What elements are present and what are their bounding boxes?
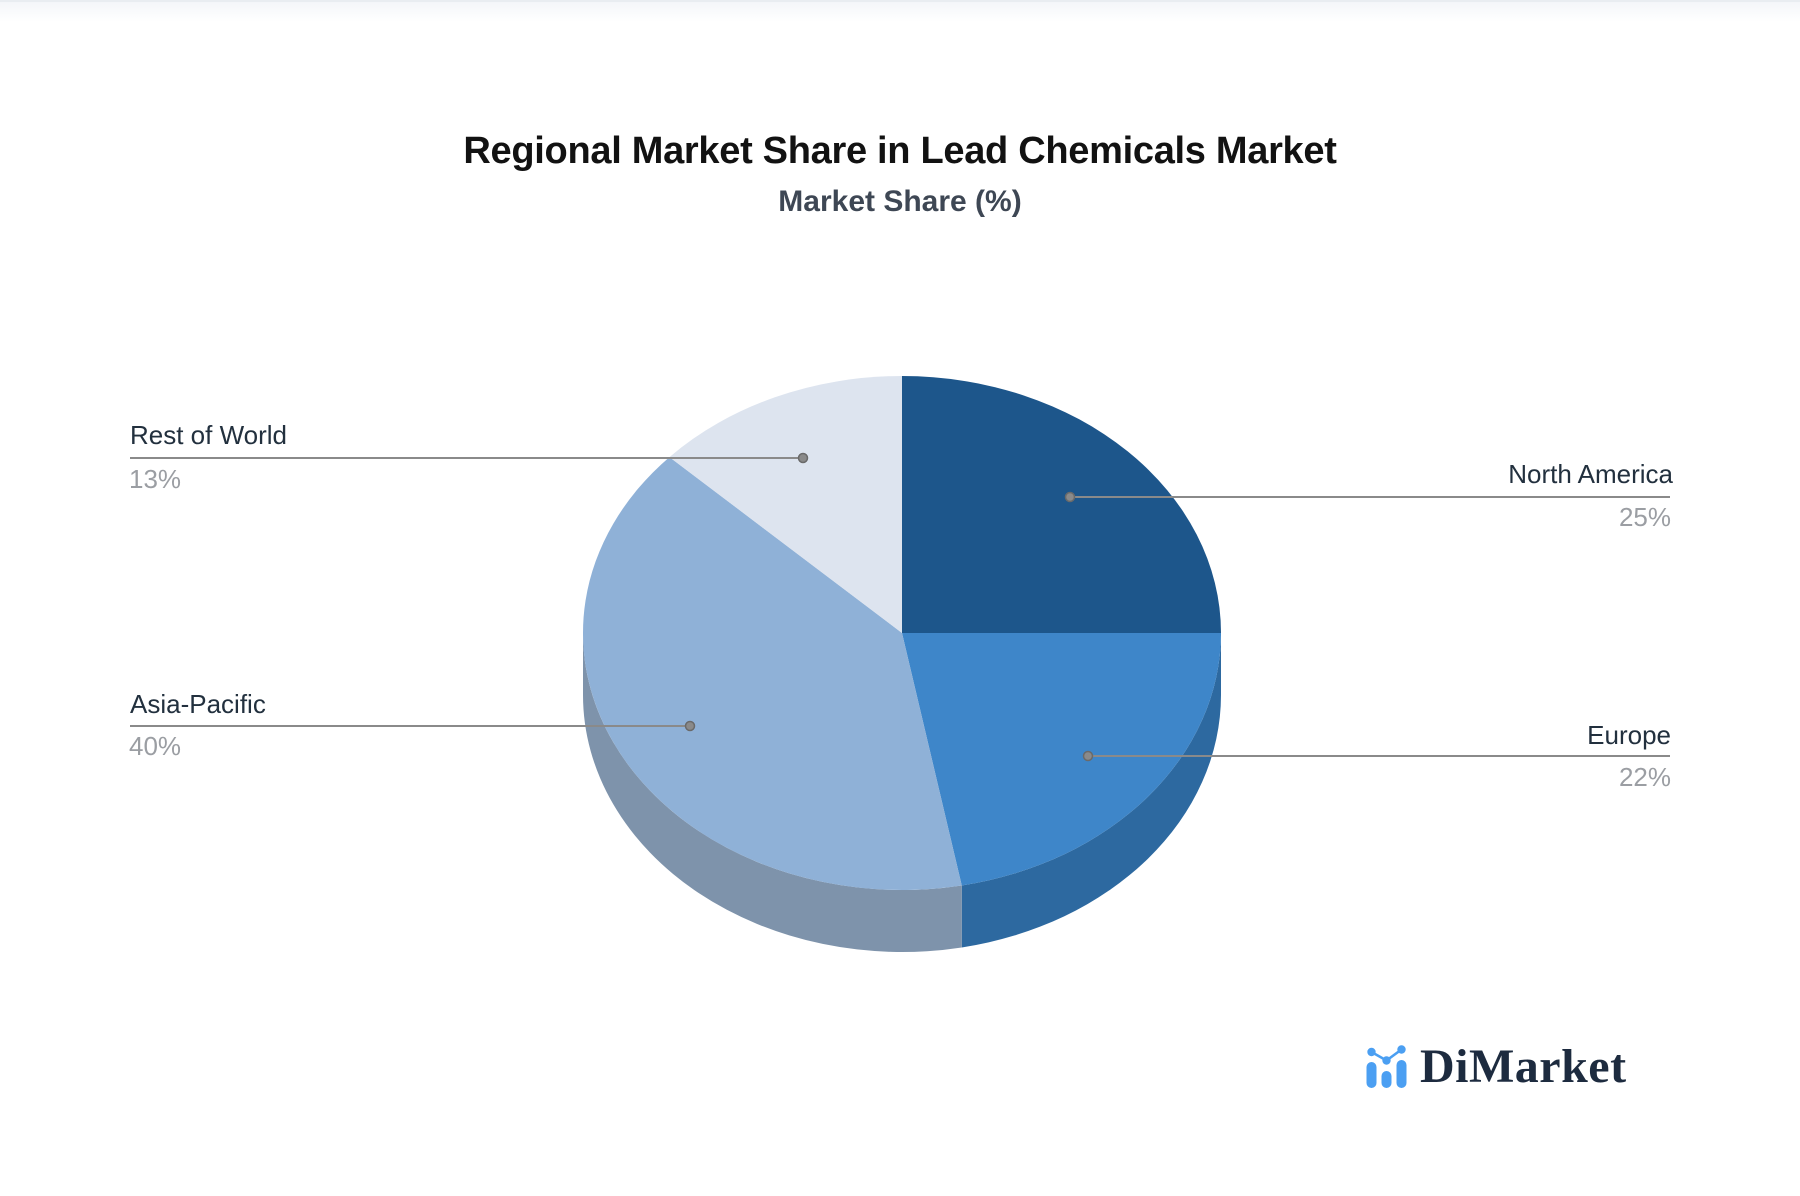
- callout-pct-asia-pacific: 40%: [129, 731, 182, 761]
- leader-dot-asia-pacific: [684, 720, 696, 732]
- bar-line-chart-icon: [1366, 1045, 1407, 1088]
- chart-subtitle: Market Share (%): [778, 185, 1022, 218]
- pie-slice-europe: [902, 633, 1221, 886]
- pie-side-asia-pacific: [583, 633, 962, 952]
- callout-pct-north-america: 25%: [1618, 502, 1671, 532]
- callout-pct-europe: 22%: [1618, 762, 1671, 792]
- chart-title: Regional Market Share in Lead Chemicals …: [463, 130, 1337, 172]
- pie-slice-rest-of-world: [669, 376, 902, 633]
- callout-pct-rest-of-world: 13%: [129, 464, 182, 494]
- callout-label-asia-pacific: Asia-Pacific: [130, 689, 266, 719]
- callout-label-europe: Europe: [1587, 720, 1671, 750]
- brand-logo: DiMarket: [1363, 1040, 1643, 1096]
- pie-slice-north-america: [902, 376, 1221, 633]
- leader-dot-europe: [1082, 750, 1094, 762]
- leader-dot-rest-of-world: [797, 452, 809, 464]
- callout-label-north-america: North America: [1508, 459, 1673, 489]
- pie-slice-asia-pacific: [582, 457, 962, 890]
- callout-label-rest-of-world: Rest of World: [130, 420, 288, 450]
- brand-name: DiMarket: [1420, 1040, 1627, 1093]
- leader-dot-north-america: [1064, 491, 1076, 503]
- top-strip: [0, 0, 1800, 22]
- pie-side-europe: [961, 633, 1221, 948]
